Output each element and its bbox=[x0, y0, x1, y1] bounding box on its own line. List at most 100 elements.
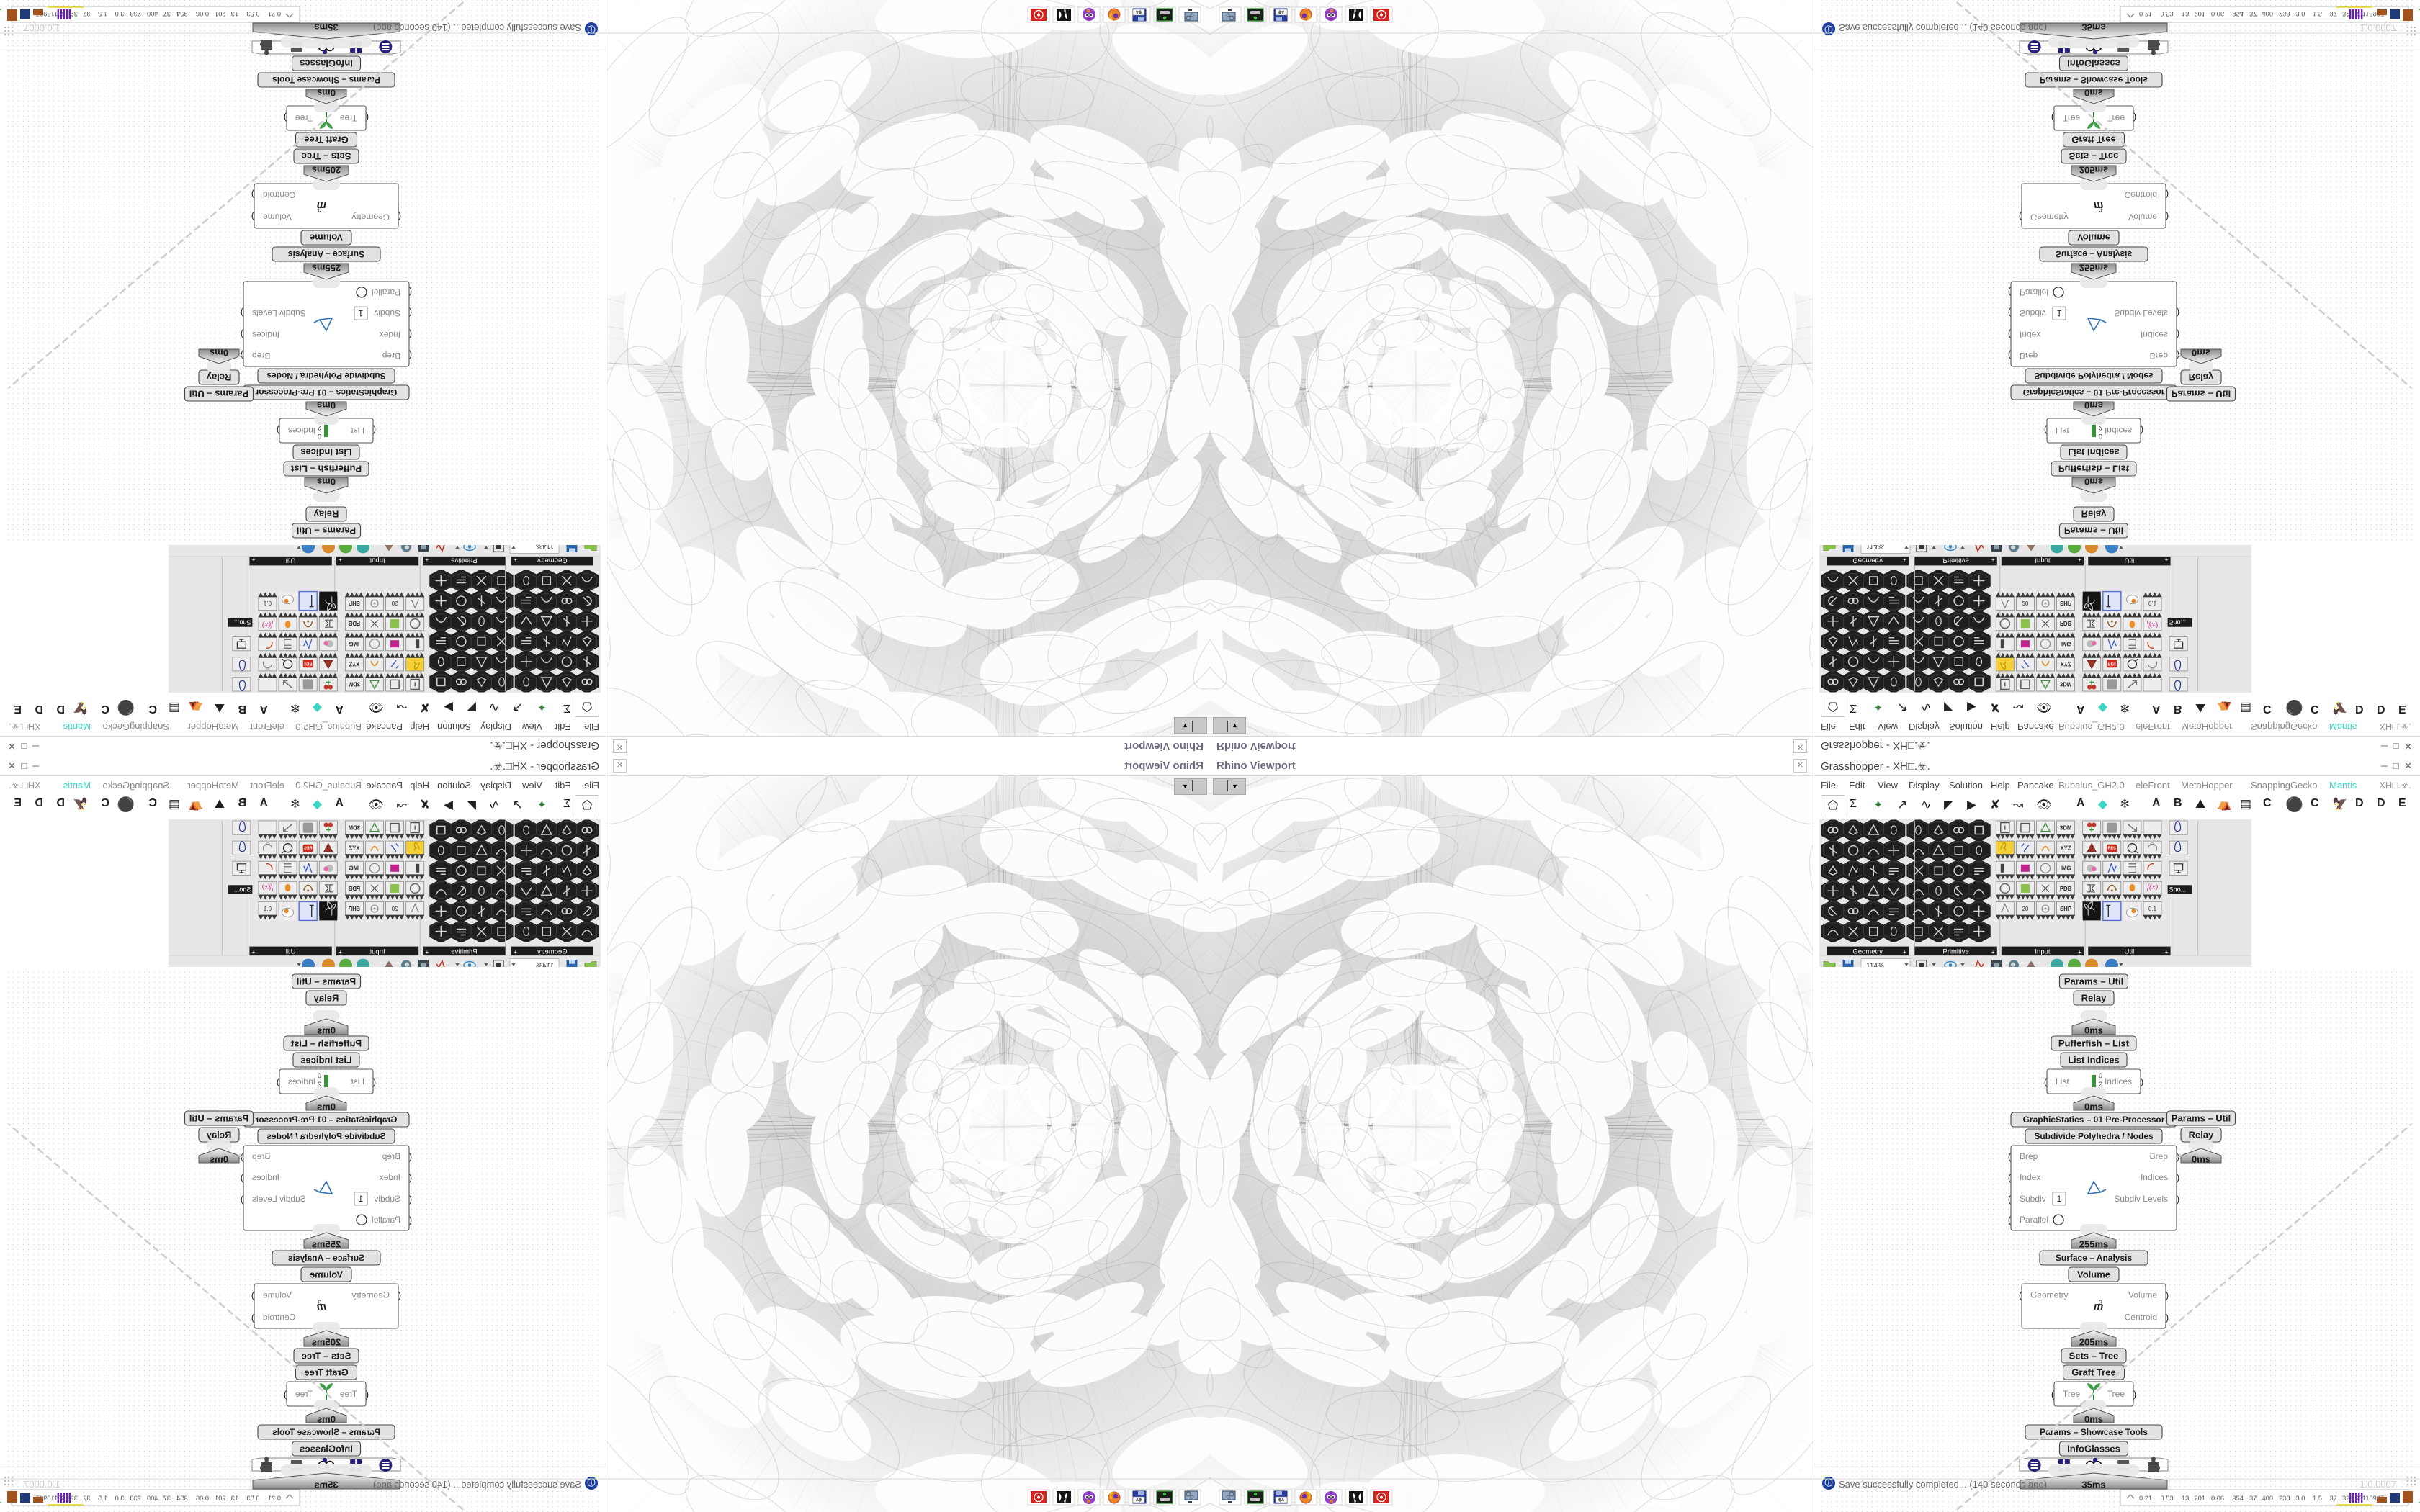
svg-text:Indices: Indices bbox=[252, 330, 279, 340]
svg-text:+: + bbox=[2078, 949, 2081, 955]
svg-text:Pufferfish – List: Pufferfish – List bbox=[290, 1038, 362, 1049]
svg-text:3.0: 3.0 bbox=[115, 10, 125, 17]
svg-text:+: + bbox=[1991, 949, 1995, 955]
svg-text:Params – Util: Params – Util bbox=[189, 388, 248, 399]
svg-text:): ) bbox=[2177, 1194, 2179, 1205]
svg-text:114%: 114% bbox=[1866, 963, 1884, 967]
svg-text:(: ( bbox=[2044, 1076, 2048, 1087]
svg-text:Subdiv Levels: Subdiv Levels bbox=[252, 308, 306, 318]
svg-text:0ms: 0ms bbox=[317, 1414, 336, 1425]
svg-text:238: 238 bbox=[130, 10, 141, 17]
svg-text:List: List bbox=[2056, 426, 2069, 436]
svg-text:): ) bbox=[284, 112, 287, 123]
svg-text:REC: REC bbox=[304, 847, 313, 851]
svg-text:XYZ: XYZ bbox=[349, 660, 359, 667]
svg-text:Graft Tree: Graft Tree bbox=[304, 135, 348, 145]
svg-text:Surface – Analysis: Surface – Analysis bbox=[288, 249, 365, 259]
svg-text:f(x): f(x) bbox=[2147, 621, 2159, 629]
svg-text:(: ( bbox=[2044, 425, 2048, 436]
svg-text:3: 3 bbox=[318, 1299, 321, 1306]
svg-text:Index: Index bbox=[2020, 330, 2040, 340]
svg-text:2: 2 bbox=[2099, 424, 2102, 431]
svg-text:954: 954 bbox=[2233, 1495, 2244, 1502]
svg-text:400: 400 bbox=[147, 1495, 158, 1502]
svg-text:Geometry: Geometry bbox=[2030, 212, 2069, 222]
svg-text:GraphicStatics – 01 Pre-Proces: GraphicStatics – 01 Pre-Processor bbox=[2023, 1115, 2165, 1125]
svg-text:Subdivide Polyhedra / Nodes: Subdivide Polyhedra / Nodes bbox=[2034, 371, 2154, 381]
svg-text:0.53: 0.53 bbox=[246, 1495, 259, 1502]
svg-text:): ) bbox=[251, 212, 254, 222]
svg-text:Geometry: Geometry bbox=[537, 556, 568, 564]
svg-text:(: ( bbox=[2008, 1151, 2012, 1162]
svg-text:Tree: Tree bbox=[339, 113, 357, 123]
svg-text:3.0: 3.0 bbox=[115, 1495, 125, 1502]
svg-text:3.0: 3.0 bbox=[2296, 10, 2305, 17]
svg-text:2: 2 bbox=[318, 424, 321, 431]
svg-text:Primitive: Primitive bbox=[1942, 948, 1968, 956]
svg-text:Subdiv: Subdiv bbox=[2020, 1194, 2046, 1204]
svg-text:Input: Input bbox=[369, 948, 385, 956]
svg-text:GraphicStatics – 01 Pre-Proces: GraphicStatics – 01 Pre-Processor bbox=[2023, 387, 2165, 397]
svg-text:): ) bbox=[2141, 425, 2143, 436]
svg-text:Subdiv Levels: Subdiv Levels bbox=[252, 1194, 306, 1204]
svg-text:Brep: Brep bbox=[252, 1151, 271, 1161]
svg-text:20: 20 bbox=[2022, 600, 2028, 606]
svg-text:205ms: 205ms bbox=[2079, 1337, 2108, 1348]
svg-text:Geometry: Geometry bbox=[351, 212, 390, 222]
svg-text:(: ( bbox=[2008, 1172, 2012, 1183]
svg-text:): ) bbox=[2166, 189, 2169, 200]
svg-text:Indices: Indices bbox=[252, 1172, 279, 1182]
svg-text:954: 954 bbox=[176, 10, 188, 17]
svg-text:32: 32 bbox=[71, 10, 78, 17]
svg-text:32: 32 bbox=[2342, 1495, 2349, 1502]
svg-text:Volume: Volume bbox=[2077, 1269, 2110, 1280]
svg-text:List: List bbox=[351, 1076, 364, 1086]
svg-text:Relay: Relay bbox=[2081, 509, 2107, 520]
svg-text:37: 37 bbox=[163, 10, 171, 17]
svg-text:(: ( bbox=[2051, 112, 2055, 123]
svg-text:Brep: Brep bbox=[2150, 1151, 2169, 1161]
svg-text:+: + bbox=[339, 949, 342, 955]
svg-text:Parallel: Parallel bbox=[2020, 287, 2048, 297]
svg-text:): ) bbox=[277, 1076, 279, 1087]
svg-text:Brep: Brep bbox=[2020, 351, 2038, 361]
svg-text:0ms: 0ms bbox=[2084, 477, 2103, 487]
svg-text:GraphicStatics – 01 Pre-Proces: GraphicStatics – 01 Pre-Processor bbox=[255, 1115, 397, 1125]
svg-text:Sho...: Sho... bbox=[234, 619, 251, 626]
svg-text:0ms: 0ms bbox=[317, 88, 336, 99]
svg-text:Relay: Relay bbox=[2189, 372, 2214, 382]
svg-text:+: + bbox=[425, 557, 429, 563]
svg-text:0.21: 0.21 bbox=[2139, 10, 2152, 17]
svg-text:Volume: Volume bbox=[263, 212, 292, 222]
svg-text:Indices: Indices bbox=[2105, 1076, 2132, 1086]
svg-text:+: + bbox=[251, 949, 255, 955]
svg-text:): ) bbox=[2166, 1290, 2169, 1301]
svg-text:13: 13 bbox=[2182, 10, 2189, 17]
svg-text:): ) bbox=[2177, 307, 2179, 318]
svg-text:Util: Util bbox=[2125, 948, 2135, 956]
svg-text:238: 238 bbox=[2279, 1495, 2290, 1502]
svg-text:32: 32 bbox=[2342, 10, 2349, 17]
svg-text:(: ( bbox=[398, 212, 401, 222]
svg-text:0ms: 0ms bbox=[2192, 348, 2210, 359]
svg-text:SHP: SHP bbox=[349, 600, 360, 606]
svg-text:(: ( bbox=[2019, 1290, 2022, 1301]
svg-text:Parallel: Parallel bbox=[372, 287, 400, 297]
svg-text:(: ( bbox=[2008, 350, 2012, 361]
svg-text:400: 400 bbox=[2262, 10, 2274, 17]
svg-text:(: ( bbox=[2008, 287, 2012, 297]
svg-text:+: + bbox=[1903, 949, 1906, 955]
svg-text:(: ( bbox=[408, 350, 412, 361]
svg-text:Subdiv Levels: Subdiv Levels bbox=[2114, 1194, 2168, 1204]
svg-text:Brep: Brep bbox=[2150, 351, 2169, 361]
svg-text:0.21: 0.21 bbox=[2139, 1495, 2152, 1502]
svg-text:): ) bbox=[251, 1290, 254, 1301]
svg-text:Params – Util: Params – Util bbox=[2172, 1113, 2231, 1124]
svg-text:+: + bbox=[251, 557, 255, 563]
svg-text:2: 2 bbox=[2099, 1081, 2102, 1088]
svg-text:+: + bbox=[425, 949, 429, 955]
svg-text:): ) bbox=[2141, 1076, 2143, 1087]
svg-text:InfoGlasses: InfoGlasses bbox=[300, 1444, 353, 1454]
svg-text:(: ( bbox=[2008, 1215, 2012, 1225]
svg-text:+: + bbox=[339, 557, 342, 563]
